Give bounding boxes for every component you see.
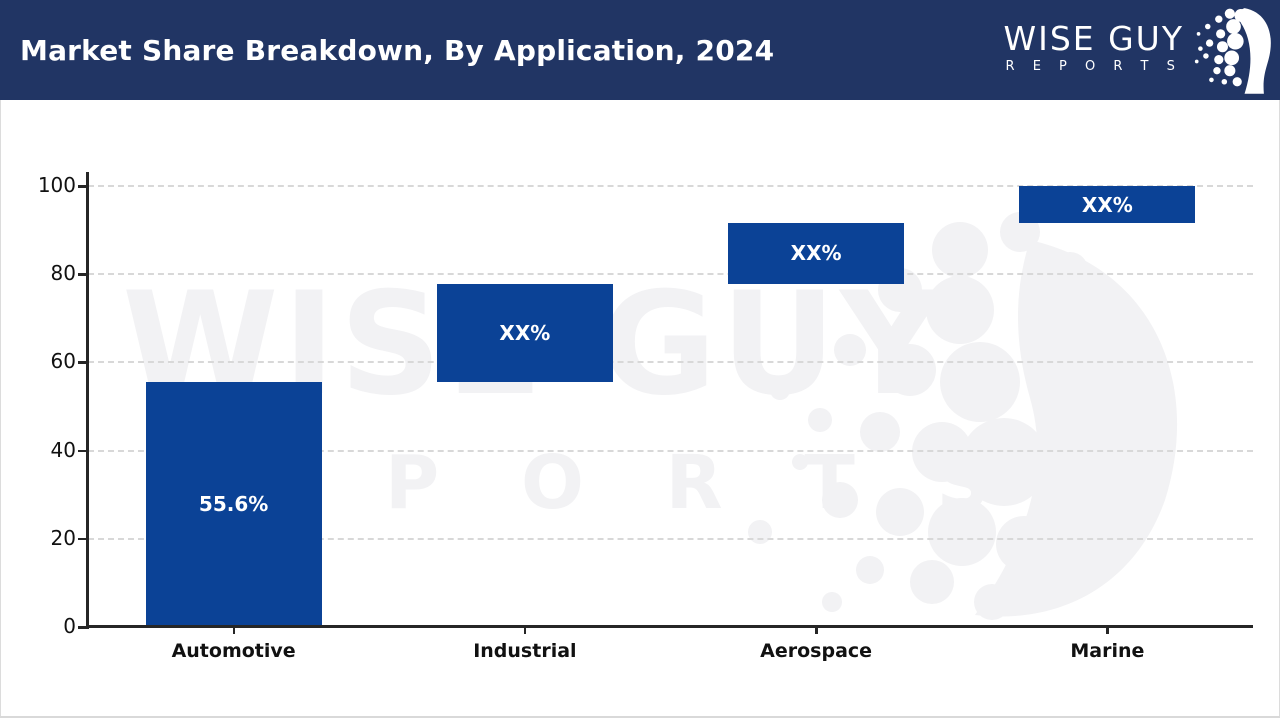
- gridline-100: [88, 185, 1253, 187]
- y-tick-mark-60: [78, 361, 86, 364]
- y-tick-label-40: 40: [50, 437, 76, 462]
- y-tick-label-60: 60: [50, 349, 76, 374]
- y-tick-mark-100: [78, 185, 86, 188]
- x-tick-mark-aerospace: [815, 627, 818, 634]
- x-tick-mark-industrial: [523, 627, 527, 634]
- y-tick-mark-20: [78, 537, 86, 541]
- y-tick-label-80: 80: [50, 261, 76, 286]
- bar-marine: XX%: [1019, 186, 1196, 224]
- y-tick-label-20: 20: [50, 525, 76, 550]
- x-tick-mark-automotive: [232, 627, 236, 634]
- plot-area: 0 20 40 60 80 100 55.6% Automotive XX% Industrial…: [38, 172, 1253, 662]
- page-title: Market Share Breakdown, By Application, …: [20, 33, 775, 67]
- gridline-60: [88, 361, 1253, 364]
- bar-value-label-industrial: XX%: [499, 320, 551, 345]
- logo-head-dots-icon: [1194, 8, 1271, 94]
- x-axis-line: [86, 625, 1253, 628]
- x-category-label-industrial: Industrial: [473, 640, 577, 662]
- y-axis-spine: [86, 172, 89, 629]
- bar-automotive: 55.6%: [145, 381, 322, 627]
- bar-value-label-aerospace: XX%: [790, 241, 842, 266]
- x-tick-mark-marine: [1106, 627, 1109, 634]
- bar-industrial: XX%: [436, 283, 613, 382]
- frame-border-left: [0, 100, 1, 718]
- logo-subtitle: R E P O R T S: [1005, 59, 1182, 74]
- header-bar: Market Share Breakdown, By Application, …: [0, 0, 1280, 100]
- bar-value-label-marine: XX%: [1081, 192, 1133, 217]
- logo: WISE GUY R E P O R T S: [1003, 22, 1184, 76]
- logo-wordmark: WISE GUY: [1003, 19, 1184, 58]
- bar-aerospace: XX%: [728, 223, 905, 284]
- bar-value-label-automotive: 55.6%: [198, 492, 269, 517]
- frame-border-bottom: [0, 716, 1280, 718]
- gridline-20: [88, 537, 1253, 540]
- x-category-label-automotive: Automotive: [171, 640, 296, 662]
- watermark-head-dots: [748, 212, 1178, 620]
- chart-canvas: WISE GUY P O R T S 0 20 40 60 80 100 55.6% Auto…: [0, 100, 1280, 720]
- x-category-label-marine: Marine: [1070, 640, 1145, 662]
- y-tick-label-0: 0: [63, 614, 76, 638]
- gridline-40: [88, 449, 1253, 452]
- y-tick-label-100: 100: [37, 173, 76, 197]
- y-tick-mark-40: [78, 449, 86, 453]
- y-tick-mark-0: [78, 626, 86, 629]
- y-tick-mark-80: [78, 273, 86, 276]
- gridline-80: [88, 273, 1253, 276]
- x-category-label-aerospace: Aerospace: [760, 640, 873, 662]
